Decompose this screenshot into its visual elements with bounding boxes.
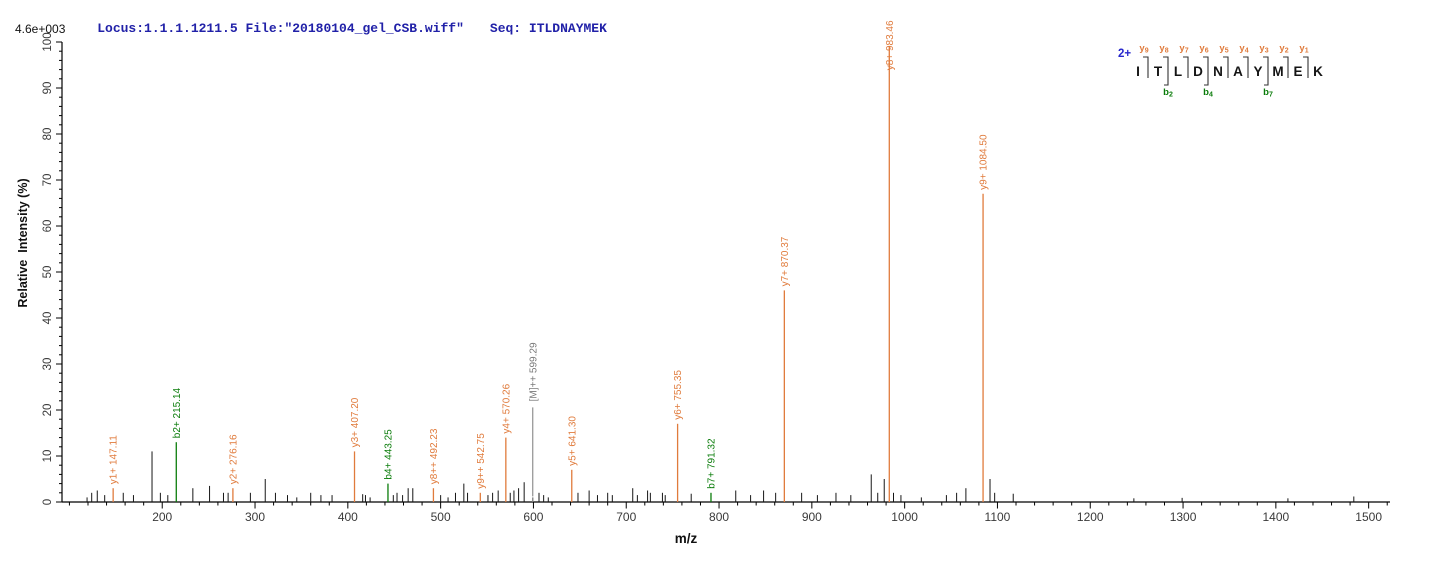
residue-divider — [1183, 56, 1189, 78]
y-ion-subscript: 6 — [1205, 48, 1209, 55]
b-ion-label: b7 — [1263, 87, 1273, 99]
intensity-scale-label: 4.6e+003 — [15, 22, 66, 36]
peak-label-y4p: y4+ 570.26 — [501, 383, 512, 433]
b-ion-subscript: 2 — [1169, 92, 1173, 99]
y-ion-subscript: 5 — [1225, 48, 1229, 55]
y-ion-label: y6 — [1199, 43, 1208, 55]
peak-label-b4p: b4+ 443.25 — [383, 429, 394, 480]
peak-label-y7p: y7+ 870.37 — [780, 236, 791, 286]
peak-label-y8pp: y8++ 492.23 — [429, 428, 440, 484]
x-tick-label: 1500 — [1355, 510, 1382, 524]
residue-letter: K — [1313, 64, 1323, 79]
residue-letter: T — [1154, 64, 1163, 79]
residue-letter: N — [1213, 64, 1223, 79]
y-ion-subscript: 7 — [1185, 48, 1189, 55]
peak-label-y6p: y6+ 755.35 — [673, 370, 684, 420]
y-tick-label: 100 — [42, 32, 54, 51]
y-ion-label: y5 — [1219, 43, 1228, 55]
residue-letter: I — [1136, 64, 1140, 79]
y-axis-title: Relative Intensity (%) — [16, 178, 30, 307]
residue-divider — [1263, 56, 1269, 78]
b-ion-label: b4 — [1203, 87, 1213, 99]
y-ion-subscript: 3 — [1265, 48, 1269, 55]
y-ion-label: y2 — [1279, 43, 1288, 55]
y-tick-label: 10 — [42, 450, 54, 463]
peak-label-y9p: y9+ 1084.50 — [979, 134, 990, 190]
peak-label-b2p: b2+ 215.14 — [172, 387, 183, 438]
sequence-label: Seq: ITLDNAYMEK — [489, 21, 607, 36]
y-ion-subscript: 9 — [1145, 48, 1149, 55]
y-tick-label: 30 — [42, 358, 54, 371]
header: Locus:1.1.1.1211.5 File:"20180104_gel_CS… — [66, 6, 607, 51]
y-ion-label: y9 — [1139, 43, 1148, 55]
residue-divider — [1143, 56, 1149, 78]
peak-label-y3p: y3+ 407.20 — [350, 397, 361, 447]
y-tick-label: 60 — [42, 220, 54, 233]
b-ion-hook — [1264, 78, 1269, 86]
x-tick-label: 200 — [152, 510, 172, 524]
x-tick-label: 300 — [245, 510, 265, 524]
charge-state-label: 2+ — [1118, 48, 1131, 60]
b-ion-hook — [1204, 78, 1209, 86]
residue-letter: D — [1193, 64, 1203, 79]
residue-letter: L — [1174, 64, 1182, 79]
peak-label-y5p: y5+ 641.30 — [567, 416, 578, 466]
peak-label-b7p: b7+ 791.32 — [706, 438, 717, 489]
residue-divider — [1243, 56, 1249, 78]
peak-label-mpp: [M]++ 599.29 — [528, 342, 539, 401]
locus-file-label: Locus:1.1.1.1211.5 File:"20180104_gel_CS… — [97, 21, 464, 36]
y-ion-subscript: 8 — [1165, 48, 1169, 55]
b-ion-subscript: 7 — [1269, 92, 1273, 99]
y-tick-label: 90 — [42, 82, 54, 95]
x-tick-label: 700 — [616, 510, 636, 524]
y-tick-label: 40 — [42, 312, 54, 325]
x-tick-label: 600 — [523, 510, 543, 524]
y-tick-label: 80 — [42, 128, 54, 141]
x-tick-label: 1000 — [891, 510, 918, 524]
y-ion-subscript: 4 — [1245, 48, 1249, 55]
y-ion-label: y4 — [1239, 43, 1248, 55]
residue-letter: Y — [1253, 64, 1262, 79]
residue-letter: E — [1293, 64, 1302, 79]
x-tick-label: 500 — [431, 510, 451, 524]
y-tick-label: 0 — [42, 499, 54, 505]
x-tick-label: 900 — [802, 510, 822, 524]
residue-divider — [1303, 56, 1309, 78]
peak-label-y9pp: y9++ 542.75 — [476, 433, 487, 489]
x-tick-label: 1100 — [985, 510, 1011, 524]
x-tick-label: 1300 — [1170, 510, 1197, 524]
residue-divider — [1283, 56, 1289, 78]
x-tick-label: 400 — [338, 510, 358, 524]
b-ion-hook — [1164, 78, 1169, 86]
residue-divider — [1203, 56, 1209, 78]
peak-label-y8p: y8+ 983.46 — [885, 20, 896, 70]
x-axis-title: m/z — [675, 531, 698, 546]
peak-label-y2p: y2+ 276.16 — [228, 434, 239, 484]
y-tick-label: 70 — [42, 174, 54, 187]
y-tick-label: 50 — [42, 266, 54, 279]
y-ion-label: y1 — [1299, 43, 1308, 55]
y-ion-subscript: 1 — [1305, 48, 1309, 55]
y-ion-label: y8 — [1159, 43, 1168, 55]
y-ion-label: y7 — [1179, 43, 1188, 55]
y-tick-label: 20 — [42, 404, 54, 417]
y-ion-label: y3 — [1259, 43, 1268, 55]
x-tick-label: 800 — [709, 510, 729, 524]
b-ion-label: b2 — [1163, 87, 1173, 99]
residue-divider — [1223, 56, 1229, 78]
residue-letter: M — [1272, 64, 1283, 79]
x-tick-label: 1400 — [1263, 510, 1290, 524]
peak-label-y1p: y1+ 147.11 — [109, 435, 120, 484]
x-tick-label: 1200 — [1077, 510, 1104, 524]
y-ion-subscript: 2 — [1285, 48, 1289, 55]
residue-divider — [1163, 56, 1169, 78]
residue-letter: A — [1233, 64, 1243, 79]
b-ion-subscript: 4 — [1209, 92, 1213, 99]
